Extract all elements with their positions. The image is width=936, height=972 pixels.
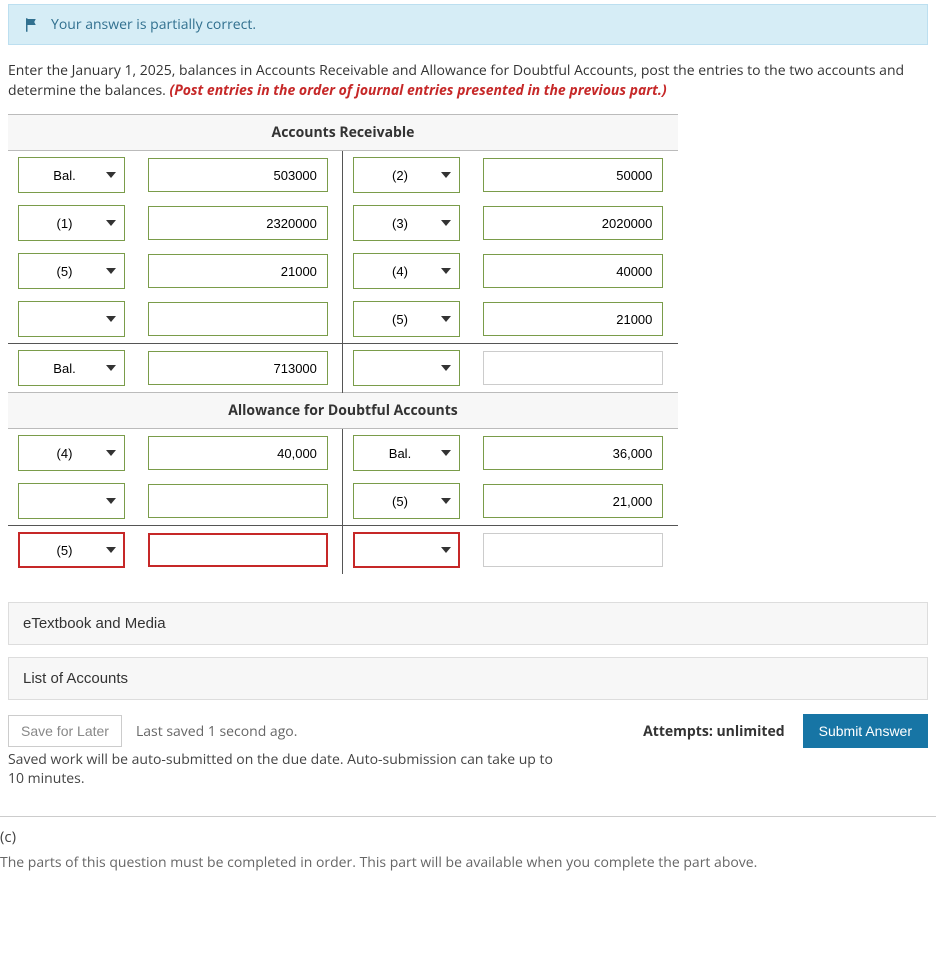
instruction-text: Enter the January 1, 2025, balances in A… — [8, 61, 928, 100]
ar-title: Accounts Receivable — [8, 115, 678, 151]
alert-text: Your answer is partially correct. — [51, 15, 256, 34]
ada-r1-left-select[interactable] — [18, 483, 125, 519]
ar-r0-left-value[interactable] — [148, 158, 328, 192]
ada-r0-left-select[interactable] — [18, 435, 125, 471]
ar-r1-left-select[interactable] — [18, 205, 125, 241]
ada-r1-right-value[interactable] — [483, 484, 663, 518]
ar-r0-right-value[interactable] — [483, 158, 663, 192]
ada-r1-left-value[interactable] — [148, 484, 328, 518]
ar-r2-right-value[interactable] — [483, 254, 663, 288]
ar-r1-right-select[interactable] — [353, 205, 460, 241]
ar-r0-right-select[interactable] — [353, 157, 460, 193]
ar-r2-left-value[interactable] — [148, 254, 328, 288]
ar-r1-right-value[interactable] — [483, 206, 663, 240]
submit-answer-button[interactable]: Submit Answer — [803, 714, 928, 748]
list-of-accounts-button[interactable]: List of Accounts — [8, 657, 928, 700]
ar-r2-right-select[interactable] — [353, 253, 460, 289]
ar-r3-right-value[interactable] — [483, 302, 663, 336]
ar-bal-left-value[interactable] — [148, 351, 328, 385]
ar-r1-left-value[interactable] — [148, 206, 328, 240]
ada-bal-left-value[interactable] — [148, 533, 328, 567]
autosubmit-note: Saved work will be auto-submitted on the… — [8, 750, 568, 788]
ar-r0-left-select[interactable] — [18, 157, 125, 193]
ar-bal-left-select[interactable] — [18, 350, 125, 386]
attempts-text: Attempts: unlimited — [643, 722, 785, 741]
ada-r0-right-select[interactable] — [353, 435, 460, 471]
ada-bal-right-select[interactable] — [353, 532, 460, 568]
etextbook-media-button[interactable]: eTextbook and Media — [8, 602, 928, 645]
ada-r1-right-select[interactable] — [353, 483, 460, 519]
ada-title: Allowance for Doubtful Accounts — [8, 393, 678, 429]
ar-r2-left-select[interactable] — [18, 253, 125, 289]
part-c-message: The parts of this question must be compl… — [0, 853, 936, 872]
flag-icon — [23, 16, 41, 34]
ada-bal-right-value[interactable] — [483, 533, 663, 567]
ada-r0-right-value[interactable] — [483, 436, 663, 470]
ar-r3-right-select[interactable] — [353, 301, 460, 337]
save-for-later-button[interactable]: Save for Later — [8, 715, 122, 747]
accounts-receivable-taccount: Accounts Receivable Allowance for Doubtf… — [8, 114, 678, 574]
ar-r3-left-value[interactable] — [148, 302, 328, 336]
part-c-label: (c) — [0, 827, 936, 847]
last-saved-text: Last saved 1 second ago. — [136, 722, 629, 741]
ada-r0-left-value[interactable] — [148, 436, 328, 470]
ada-bal-left-select[interactable] — [18, 532, 125, 568]
ar-bal-right-value[interactable] — [483, 351, 663, 385]
ar-bal-right-select[interactable] — [353, 350, 460, 386]
ar-r3-left-select[interactable] — [18, 301, 125, 337]
partial-correct-alert: Your answer is partially correct. — [8, 4, 928, 45]
